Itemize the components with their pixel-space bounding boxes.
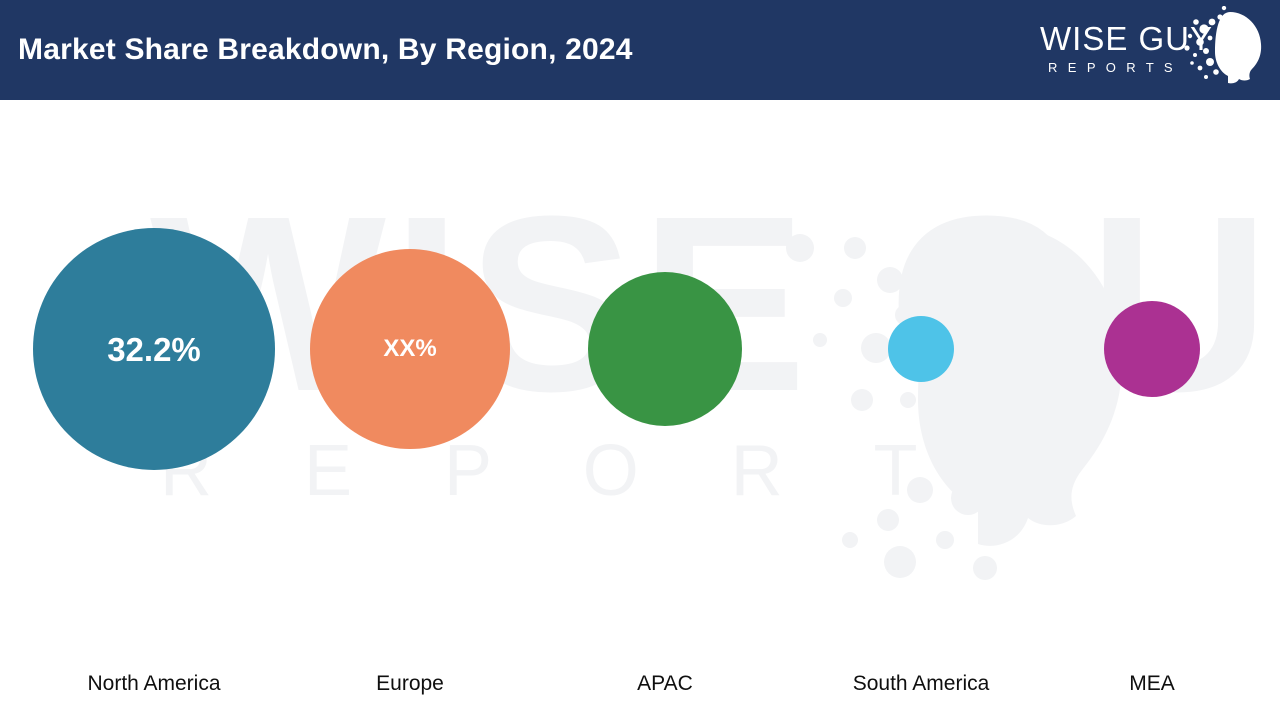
category-label-europe: Europe — [376, 672, 444, 695]
category-label-north-america: North America — [87, 672, 221, 695]
logo-wordmark-primary: WISE GUY — [1040, 20, 1213, 57]
bubble-north-america[interactable]: 32.2% — [33, 228, 275, 470]
category-label-mea: MEA — [1129, 672, 1175, 695]
category-label-row: North America Europe APAC South America … — [0, 660, 1280, 720]
page-title: Market Share Breakdown, By Region, 2024 — [18, 33, 633, 66]
wise-guy-reports-logo: WISE GUY R E P O R T S — [1040, 6, 1262, 84]
bubble-apac[interactable] — [588, 272, 742, 426]
logo-wordmark-secondary: R E P O R T S — [1048, 60, 1176, 75]
bubble-south-america[interactable] — [888, 316, 954, 382]
bubble-europe[interactable]: XX% — [310, 249, 510, 449]
category-label-south-america: South America — [852, 672, 990, 695]
category-label-apac: APAC — [637, 672, 693, 695]
bubble-value-north-america: 32.2% — [107, 330, 201, 368]
bubble-value-europe: XX% — [383, 335, 437, 362]
chart-canvas: WISE GUY R E P O R T S 32.2% — [0, 100, 1280, 720]
logo-head-icon — [1184, 6, 1262, 84]
bubble-mea[interactable] — [1104, 301, 1200, 397]
bubble-layer: 32.2% XX% — [0, 100, 1280, 720]
page-header: Market Share Breakdown, By Region, 2024 … — [0, 0, 1280, 100]
